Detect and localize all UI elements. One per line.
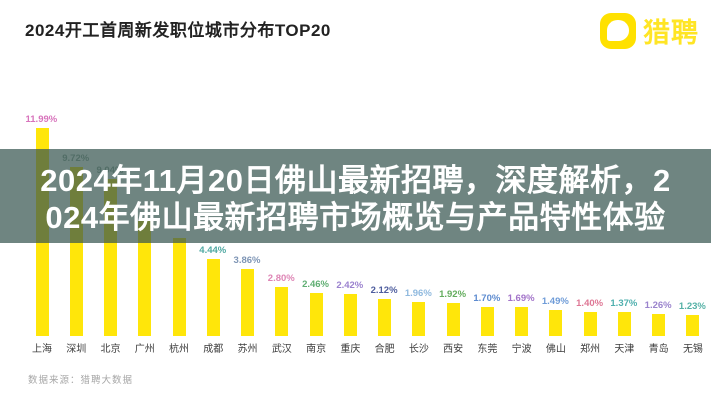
x-axis-label: 长沙 [408, 344, 429, 355]
bar-value-label: 1.23% [678, 301, 706, 312]
bar-value-label: 1.49% [541, 296, 569, 307]
bar [206, 259, 220, 336]
bar [241, 269, 255, 336]
x-axis-label: 北京 [100, 344, 121, 355]
bar [412, 302, 426, 336]
x-axis-label: 杭州 [169, 344, 190, 355]
bar-value-label: 1.70% [473, 293, 501, 304]
x-axis-label: 郑州 [580, 344, 601, 355]
bar [138, 221, 152, 336]
bar [172, 238, 186, 336]
x-axis-label: 上海 [32, 344, 52, 355]
bar-value-label: 11.99% [25, 114, 58, 125]
bar [652, 314, 666, 336]
bar-value-label: 1.96% [404, 288, 432, 299]
bar-value-label: 1.37% [610, 298, 638, 309]
bar [549, 310, 563, 336]
x-axis-label: 东莞 [477, 344, 498, 355]
chat-bubble-shape [607, 20, 629, 41]
bar [275, 287, 289, 336]
bar-value-label: 2.46% [302, 279, 330, 290]
bar-value-label: 2.12% [370, 285, 398, 296]
bar-value-label: 4.44% [199, 245, 227, 256]
bar-value-label: 1.92% [439, 289, 467, 300]
brand-logo: 猎聘 [600, 11, 699, 50]
x-axis-label: 合肥 [374, 344, 395, 355]
overlay-title-line1: 2024年11月20日佛山最新招聘，深度解析，2 [40, 163, 671, 198]
bar-value-label: 2.42% [336, 280, 364, 291]
x-axis-label: 广州 [134, 344, 155, 355]
data-source-note: 数据来源：猎聘大数据 [28, 375, 134, 386]
bar [583, 312, 597, 336]
x-axis-label: 深圳 [66, 344, 87, 355]
brand-name: 猎聘 [643, 18, 699, 48]
bar [480, 307, 494, 336]
bar-value-label: 2.80% [267, 273, 295, 284]
liepin-chat-bubble-icon [600, 12, 636, 49]
bar [686, 315, 700, 336]
overlay-banner: 2024年11月20日佛山最新招聘，深度解析，2 024年佛山最新招聘市场概览与… [0, 149, 711, 243]
bar [515, 307, 529, 336]
bar [343, 294, 357, 336]
bar-value-label: 3.86% [233, 255, 261, 266]
x-axis-label: 无锡 [682, 344, 703, 355]
bar-value-label: 1.69% [507, 293, 535, 304]
x-axis-label: 天津 [614, 344, 635, 355]
x-axis-label: 武汉 [271, 344, 292, 355]
bar-value-label: 1.40% [576, 298, 604, 309]
bar [378, 299, 392, 336]
chart-title: 2024开工首周新发职位城市分布TOP20 [25, 21, 331, 40]
bar [446, 303, 460, 336]
x-axis-label: 成都 [203, 344, 224, 355]
x-axis-label: 苏州 [237, 344, 258, 355]
x-axis-label: 宁波 [511, 344, 532, 355]
x-axis-label: 佛山 [545, 344, 566, 355]
x-axis-label: 南京 [306, 344, 327, 355]
x-axis-label: 青岛 [648, 344, 669, 355]
bar [617, 312, 631, 336]
x-axis-label: 重庆 [340, 344, 361, 355]
bar-value-label: 1.26% [644, 300, 672, 311]
overlay-title-line2: 024年佛山最新招聘市场概览与产品特性体验 [45, 200, 666, 235]
bar [309, 293, 323, 336]
x-axis-label: 西安 [443, 344, 464, 355]
